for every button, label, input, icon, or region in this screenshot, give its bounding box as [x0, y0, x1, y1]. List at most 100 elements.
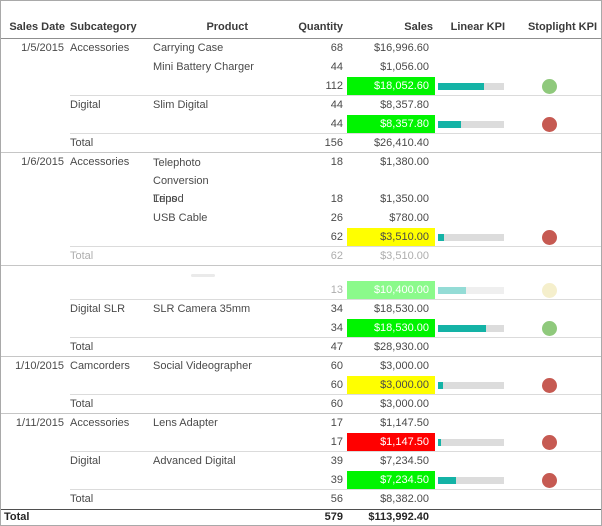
cell-product: SLR Camera 35mm [153, 303, 251, 315]
cell-sales: $780.00 [389, 212, 429, 224]
linear-kpi-fill [438, 287, 466, 294]
cell-sales: $28,930.00 [373, 341, 429, 353]
cell-sales: $3,000.00 [380, 398, 429, 410]
cell-quantity: 47 [330, 341, 343, 353]
cell-sales: $1,056.00 [380, 61, 429, 73]
cell-quantity: 17 [330, 436, 343, 448]
cell-subcategory: Camcorders [70, 360, 130, 372]
linear-kpi-fill [438, 234, 444, 241]
subtotal-row[interactable]: 62 $3,510.00 [1, 228, 601, 247]
cell-sales: $3,510.00 [380, 250, 429, 262]
col-header-quantity[interactable]: Quantity [298, 21, 343, 33]
detail-row[interactable]: Mini Battery Charger 44 $1,056.00 [1, 58, 601, 77]
cell-product: Slim Digital [153, 99, 209, 111]
cell-quantity: 44 [330, 99, 343, 111]
subtotal-row[interactable]: 44 $8,357.80 [1, 115, 601, 134]
col-header-sales[interactable]: Sales [404, 21, 433, 33]
cell-quantity: 39 [330, 474, 343, 486]
group-total-row[interactable]: Total 60 $3,000.00 [1, 395, 601, 414]
linear-kpi-bar [438, 382, 504, 389]
cell-product: Carrying Case [153, 42, 224, 54]
col-header-subcategory[interactable]: Subcategory [70, 21, 137, 33]
linear-kpi-bar [438, 439, 504, 446]
subtotal-row[interactable]: 34 $18,530.00 [1, 319, 601, 338]
cell-subcategory: Digital [70, 99, 101, 111]
cell-sales-date: 1/10/2015 [15, 360, 64, 372]
total-label: Total [70, 398, 94, 410]
cell-subcategory: Accessories [70, 417, 130, 429]
cell-quantity: 18 [330, 156, 343, 168]
linear-kpi-bar [438, 234, 504, 241]
subtotal-row[interactable]: 60 $3,000.00 [1, 376, 601, 395]
cell-sales: $3,510.00 [347, 228, 435, 247]
cell-quantity: 156 [324, 137, 343, 149]
linear-kpi-bar [438, 325, 504, 332]
group-total-row[interactable]: Total 47 $28,930.00 [1, 338, 601, 357]
cell-quantity: 579 [324, 511, 343, 523]
cell-product: Social Videographer [153, 360, 252, 372]
group-total-row[interactable]: Total 56 $8,382.00 [1, 490, 601, 509]
cell-sales: $1,147.50 [380, 417, 429, 429]
subtotal-row[interactable]: 17 $1,147.50 [1, 433, 601, 452]
linear-kpi-fill [438, 439, 442, 446]
total-label: Total [70, 493, 94, 505]
cell-quantity: 39 [330, 455, 343, 467]
cell-quantity: 18 [330, 193, 343, 205]
cell-quantity: 34 [330, 303, 343, 315]
linear-kpi-fill [438, 121, 462, 128]
detail-row[interactable]: USB Cable 26 $780.00 [1, 209, 601, 228]
group-total-row[interactable]: Total 156 $26,410.40 [1, 134, 601, 153]
col-header-product[interactable]: Product [206, 21, 248, 33]
linear-kpi-fill [438, 325, 486, 332]
col-header-linear-kpi[interactable]: Linear KPI [450, 21, 505, 33]
col-header-sales-date[interactable]: Sales Date [9, 21, 65, 33]
cell-sales: $18,530.00 [347, 319, 435, 338]
stoplight-red-icon [542, 117, 557, 132]
cell-subcategory: Accessories [70, 42, 130, 54]
cell-quantity: 60 [330, 398, 343, 410]
subtotal-row[interactable]: 112 $18,052.60 [1, 77, 601, 96]
col-header-stoplight-kpi[interactable]: Stoplight KPI [527, 21, 597, 33]
cell-sales: $3,000.00 [380, 360, 429, 372]
cell-sales: $26,410.40 [373, 137, 429, 149]
detail-row[interactable]: Digital SLR SLR Camera 35mm 34 $18,530.00 [1, 300, 601, 319]
cell-quantity: 68 [330, 42, 343, 54]
cell-product: Lens Adapter [153, 417, 218, 429]
cell-subcategory: Digital SLR [70, 303, 126, 315]
cell-quantity: 56 [330, 493, 343, 505]
total-label: Total [4, 511, 30, 523]
detail-row[interactable]: Tripod 18 $1,350.00 [1, 190, 601, 209]
linear-kpi-bar [438, 121, 504, 128]
cell-sales: $7,234.50 [380, 455, 429, 467]
table-body: 1/5/2015 Accessories Carrying Case 68 $16,99… [1, 39, 601, 525]
linear-kpi-fill [438, 382, 444, 389]
cell-product: USB Cable [153, 212, 208, 224]
cell-sales: $10,400.00 [347, 281, 435, 300]
cell-product: Advanced Digital [153, 455, 236, 467]
linear-kpi-bar [438, 83, 504, 90]
cell-product: Telephoto Conversion Lens [153, 157, 209, 205]
cell-sales: $18,052.60 [347, 77, 435, 96]
linear-kpi-bar [438, 287, 504, 294]
linear-kpi-fill [438, 83, 485, 90]
detail-row[interactable]: 1/6/2015 Accessories Telephoto Conversion L… [1, 153, 601, 205]
cell-product: Tripod [153, 193, 184, 205]
stoplight-red-icon [542, 378, 557, 393]
subtotal-row[interactable]: 13 $10,400.00 [1, 281, 601, 300]
stoplight-red-icon [542, 473, 557, 488]
group-total-row[interactable]: Total 62 $3,510.00 [1, 247, 601, 266]
total-label: Total [70, 137, 94, 149]
cell-sales: $1,350.00 [380, 193, 429, 205]
detail-row[interactable]: 1/11/2015 Accessories Lens Adapter 17 $1,147… [1, 414, 601, 433]
detail-row[interactable]: Digital Advanced Digital 39 $7,234.50 [1, 452, 601, 471]
cell-sales-date: 1/11/2015 [15, 417, 64, 429]
grand-total-row[interactable]: Total 579 $113,992.40 [1, 509, 601, 525]
stoplight-yellow-icon [542, 283, 557, 298]
cell-sales: $113,992.40 [368, 511, 429, 523]
detail-row[interactable]: 1/10/2015 Camcorders Social Videographer 60… [1, 357, 601, 376]
detail-row[interactable]: 1/5/2015 Accessories Carrying Case 68 $16,99… [1, 39, 601, 58]
cell-quantity: 112 [325, 80, 343, 92]
subtotal-row[interactable]: 39 $7,234.50 [1, 471, 601, 490]
stoplight-red-icon [542, 435, 557, 450]
detail-row[interactable]: Digital Slim Digital 44 $8,357.80 [1, 96, 601, 115]
